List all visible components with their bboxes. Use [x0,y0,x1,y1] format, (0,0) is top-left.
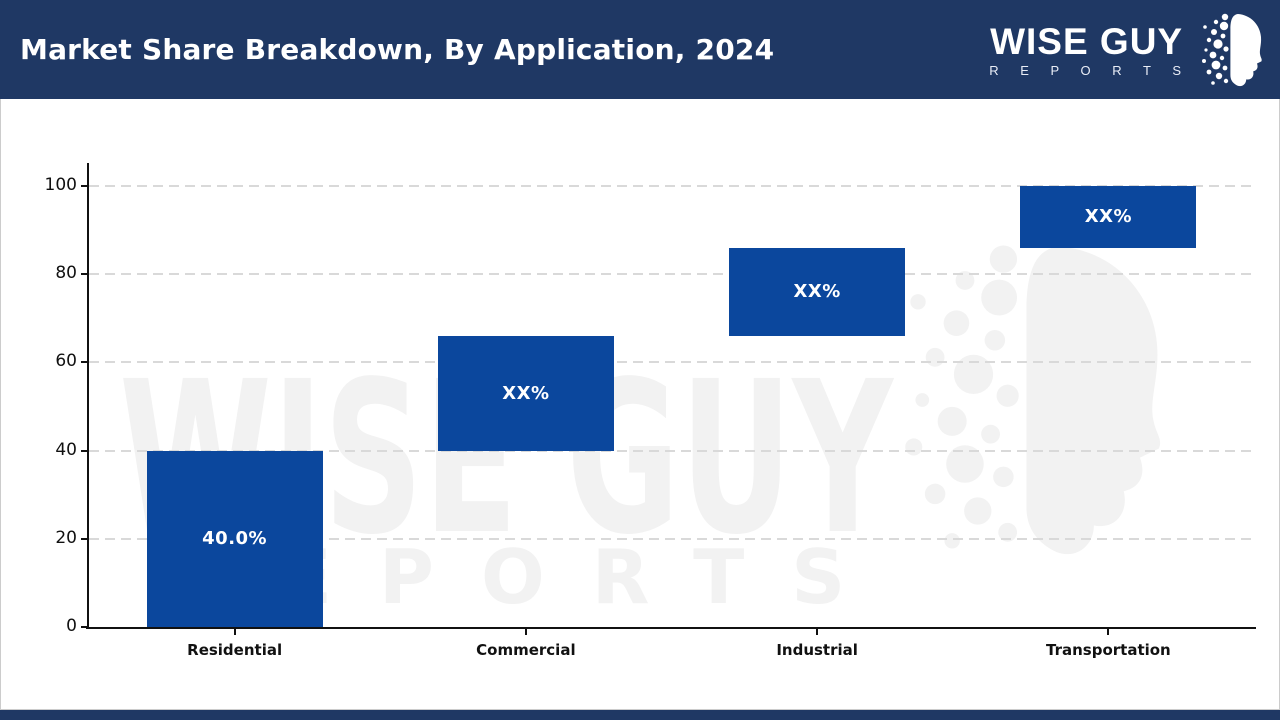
y-tick-label: 0 [66,616,77,636]
x-axis-label-industrial: Industrial [776,641,858,659]
bar-transportation: XX% [1020,186,1197,248]
bar-residential: 40.0% [146,450,323,627]
brand-wordmark: WISE GUY [990,20,1184,62]
x-axis-tick [816,629,819,635]
y-axis-tick [81,273,87,276]
y-axis-tick [81,361,87,364]
watermark-face-icon [905,245,1161,555]
y-axis-tick [81,449,87,452]
y-tick-label: 100 [44,175,77,195]
y-tick-label: 40 [55,439,77,460]
y-axis-tick [81,185,87,187]
x-axis-tick [1107,629,1110,635]
y-tick-label: 80 [55,263,77,284]
y-grid-line [89,185,1254,187]
bar-value-label: XX% [793,281,841,303]
header-bar: Market Share Breakdown, By Application, … [0,0,1280,99]
brand-logo: WISE GUY R E P O R T S [983,9,1266,91]
y-grid-line [89,361,1254,364]
bar-value-label: XX% [502,382,550,404]
y-grid-line [89,273,1254,276]
bar-industrial: XX% [729,247,906,336]
x-axis-tick [524,629,527,635]
y-axis-tick [81,626,87,628]
y-grid-line [89,537,1254,540]
y-tick-label: 60 [55,351,77,372]
bar-value-label: XX% [1084,206,1133,228]
brand-subtext: R E P O R T S [989,62,1190,78]
x-axis-label-transportation: Transportation [1046,641,1171,659]
x-axis-spine [86,627,1256,629]
y-axis-tick [81,537,87,540]
bar-value-label: 40.0% [202,528,268,550]
x-axis-label-residential: Residential [187,641,283,659]
brand-face-icon [1202,13,1262,86]
footer-bar [0,709,1280,720]
x-axis-tick [233,629,236,635]
chart-canvas: WISE GUY REPORTS 0 20 40 60 80 100 40.0% Reside… [0,99,1280,710]
y-grid-line [89,449,1254,452]
brand-logo-text: WISE GUY R E P O R T S [983,23,1190,77]
x-axis-label-commercial: Commercial [476,641,576,659]
y-tick-label: 20 [55,527,77,548]
y-axis-spine [87,163,89,629]
chart-title: Market Share Breakdown, By Application, … [20,33,775,66]
bar-commercial: XX% [437,335,614,451]
plot-area: 0 20 40 60 80 100 40.0% Residential XX% Commercia… [1,99,1280,710]
